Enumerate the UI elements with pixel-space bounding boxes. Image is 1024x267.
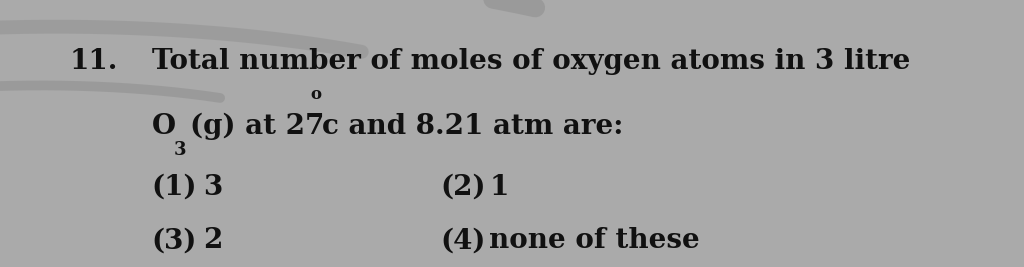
- Text: (2): (2): [440, 174, 485, 201]
- Text: 1: 1: [489, 174, 509, 201]
- Text: 2: 2: [203, 227, 222, 254]
- Text: 3: 3: [203, 174, 222, 201]
- Text: O: O: [152, 112, 176, 139]
- Text: Total number of moles of oxygen atoms in 3 litre: Total number of moles of oxygen atoms in…: [152, 48, 910, 75]
- Text: (g) at 27: (g) at 27: [190, 112, 325, 139]
- Text: (4): (4): [440, 227, 485, 254]
- Text: c and 8.21 atm are:: c and 8.21 atm are:: [322, 112, 623, 139]
- Text: (3): (3): [152, 227, 197, 254]
- Text: 11.: 11.: [70, 48, 118, 75]
- Text: o: o: [310, 86, 322, 103]
- Text: none of these: none of these: [489, 227, 700, 254]
- Text: 3: 3: [174, 141, 186, 159]
- Text: (1): (1): [152, 174, 197, 201]
